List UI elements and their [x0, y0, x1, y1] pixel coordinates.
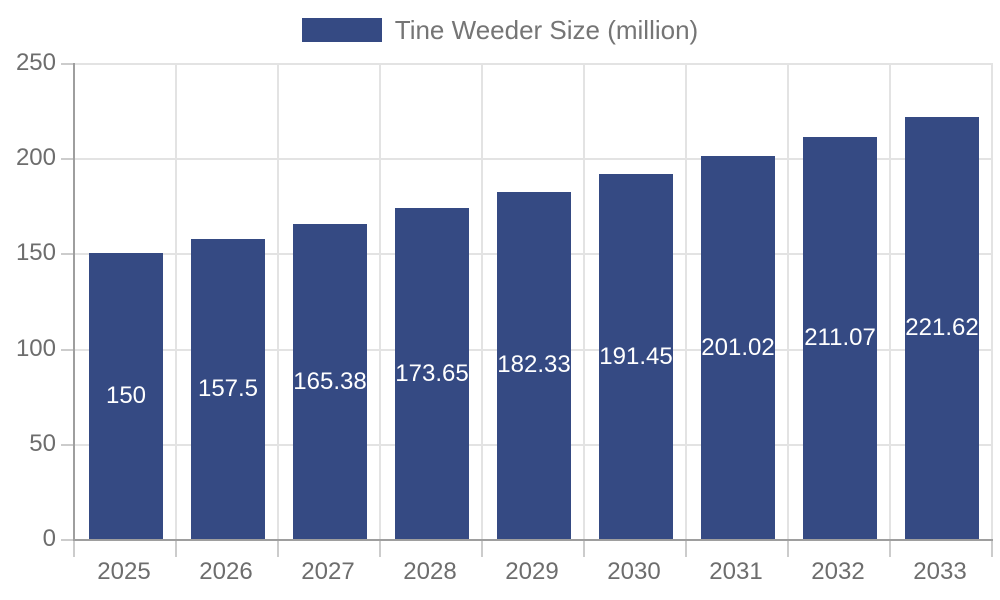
y-tick-label: 100: [15, 334, 56, 362]
v-gridline: [583, 63, 585, 539]
bar-slot: 150: [75, 63, 177, 539]
x-tick-label: 2026: [199, 558, 253, 585]
v-gridline: [174, 63, 177, 539]
y-tick-label: 250: [15, 49, 56, 76]
bar-slot: 165.38: [279, 63, 381, 539]
v-gridline: [888, 63, 891, 539]
bar-value-label: 173.65: [395, 359, 469, 387]
v-gridline: [378, 63, 381, 539]
x-axis-tick: [480, 541, 483, 557]
bar-2030: 191.45: [599, 174, 673, 539]
y-tick-label: 50: [29, 429, 56, 457]
bar-2032: 211.07: [803, 137, 877, 539]
y-axis-tick: [61, 348, 73, 351]
bar-2029: 182.33: [497, 191, 571, 539]
v-gridline: [991, 63, 993, 539]
legend-swatch: [301, 18, 382, 42]
bar-value-label: 211.07: [804, 324, 876, 352]
y-tick-label: 150: [15, 239, 56, 267]
x-tick-label: 2029: [505, 558, 559, 585]
y-tick-label: 200: [15, 144, 56, 172]
bar-value-label: 191.45: [599, 342, 673, 370]
x-tick-label: 2028: [403, 558, 457, 585]
x-axis-tick: [73, 541, 75, 557]
x-tick-label: 2027: [301, 558, 355, 585]
y-axis-tick: [61, 158, 73, 161]
x-axis-tick: [583, 541, 585, 557]
y-axis: 0 50 100 150 200 250: [0, 51, 56, 551]
x-tick-label: 2032: [811, 558, 865, 585]
bar-value-label: 150: [105, 382, 147, 410]
bar-value-label: 221.62: [905, 314, 979, 342]
y-tick-label: 0: [42, 525, 56, 552]
bar-slot: 221.62: [891, 63, 993, 539]
y-axis-tick: [61, 253, 73, 256]
v-gridline: [276, 63, 279, 539]
v-gridline: [787, 63, 789, 539]
x-axis: 2025 2026 2027 2028 2029 2030 2031 2032 2033: [73, 556, 991, 590]
bar-2025: 150: [89, 253, 163, 539]
x-axis-tick: [174, 541, 177, 557]
v-gridline: [684, 63, 687, 539]
y-axis-tick: [61, 443, 73, 446]
bar-slot: 182.33: [483, 63, 585, 539]
x-tick-label: 2030: [607, 558, 661, 585]
bar-2028: 173.65: [395, 208, 469, 539]
bar-slot: 157.5: [177, 63, 279, 539]
h-gridline: [75, 63, 993, 65]
bar-2033: 221.62: [905, 117, 979, 539]
bar-slot: 173.65: [381, 63, 483, 539]
legend: Tine Weeder Size (million): [0, 17, 1000, 43]
bar-value-label: 157.5: [197, 375, 259, 403]
plot-area: 150 157.5 165.38 173.65 182.33 191.45 201.02 21…: [61, 63, 993, 557]
h-gridline: [75, 158, 993, 161]
legend-label: Tine Weeder Size (million): [394, 15, 699, 45]
x-axis-tick: [888, 541, 891, 557]
x-tick-label: 2025: [97, 558, 151, 585]
bar-slot: 211.07: [789, 63, 891, 539]
bar-value-label: 201.02: [701, 333, 775, 361]
bar-slot: 201.02: [687, 63, 789, 539]
x-axis-tick: [378, 541, 381, 557]
y-axis-tick: [61, 539, 73, 541]
bar-value-label: 182.33: [497, 351, 571, 379]
x-axis-tick: [684, 541, 687, 557]
bar-2027: 165.38: [293, 224, 367, 539]
x-axis-tick: [276, 541, 279, 557]
bar-2031: 201.02: [701, 156, 775, 539]
bar-2026: 157.5: [191, 239, 265, 539]
bar-slot: 191.45: [585, 63, 687, 539]
y-axis-tick: [61, 63, 73, 65]
x-axis-tick: [787, 541, 789, 557]
bar-value-label: 165.38: [293, 367, 367, 395]
x-tick-label: 2033: [913, 558, 967, 585]
v-gridline: [480, 63, 483, 539]
x-axis-tick: [991, 541, 993, 557]
x-tick-label: 2031: [709, 558, 763, 585]
